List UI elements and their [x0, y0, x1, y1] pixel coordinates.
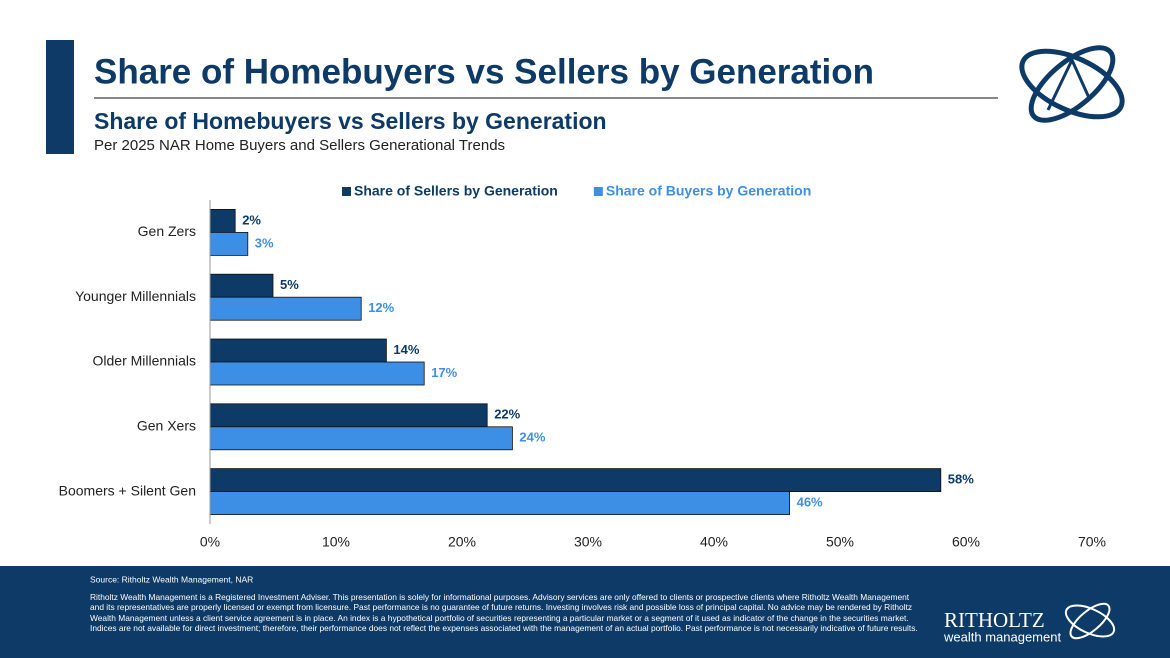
- y-tick-label: Younger Millennials: [75, 288, 196, 304]
- footer-band: [0, 566, 1170, 658]
- accent-bar: [46, 40, 74, 154]
- bar: [209, 403, 488, 428]
- legend-swatch: [342, 187, 351, 196]
- logo-name: RITHOLTZ: [944, 608, 1045, 632]
- bar: [209, 426, 513, 451]
- x-tick-label: 0%: [200, 534, 220, 550]
- x-tick-label: 60%: [952, 534, 980, 550]
- value-label: 3%: [255, 235, 274, 250]
- y-tick-label: Gen Xers: [137, 418, 196, 434]
- value-label: 58%: [948, 472, 974, 487]
- value-label: 2%: [242, 212, 261, 227]
- chart-subtitle: Per 2025 NAR Home Buyers and Sellers Gen…: [94, 137, 505, 154]
- y-tick-label: Gen Zers: [138, 223, 196, 239]
- x-tick-label: 40%: [700, 534, 728, 550]
- bar: [209, 231, 249, 256]
- bar: [209, 208, 236, 233]
- x-tick-label: 10%: [322, 534, 350, 550]
- legend-label: Share of Buyers by Generation: [606, 183, 811, 199]
- bar: [209, 273, 274, 298]
- x-tick-label: 50%: [826, 534, 854, 550]
- x-tick-label: 70%: [1078, 534, 1106, 550]
- y-tick-label: Older Millennials: [93, 353, 196, 369]
- value-label: 14%: [393, 342, 419, 357]
- chart-title: Share of Homebuyers vs Sellers by Genera…: [94, 108, 607, 134]
- value-label: 24%: [519, 430, 545, 445]
- legend-label: Share of Sellers by Generation: [354, 183, 558, 199]
- logo-sub: wealth management: [943, 629, 1061, 644]
- footer-logo: [1064, 602, 1116, 640]
- slide-title: Share of Homebuyers vs Sellers by Genera…: [94, 52, 874, 91]
- source: Source: Ritholtz Wealth Management, NAR: [90, 574, 253, 584]
- bar: [209, 361, 425, 386]
- bar: [209, 468, 942, 493]
- bar: [209, 491, 790, 516]
- value-label: 22%: [494, 407, 520, 422]
- value-label: 5%: [280, 277, 299, 292]
- legend-swatch: [593, 187, 603, 196]
- y-tick-label: Boomers + Silent Gen: [59, 482, 196, 498]
- x-tick-label: 20%: [448, 534, 476, 550]
- value-label: 12%: [368, 300, 394, 315]
- disclaimer: Ritholtz Wealth Management is a Register…: [90, 592, 918, 633]
- x-tick-label: 30%: [574, 534, 602, 550]
- value-label: 46%: [797, 495, 823, 510]
- bar: [209, 296, 362, 321]
- value-label: 17%: [431, 365, 457, 380]
- logo: [1019, 45, 1125, 123]
- bar: [209, 338, 387, 363]
